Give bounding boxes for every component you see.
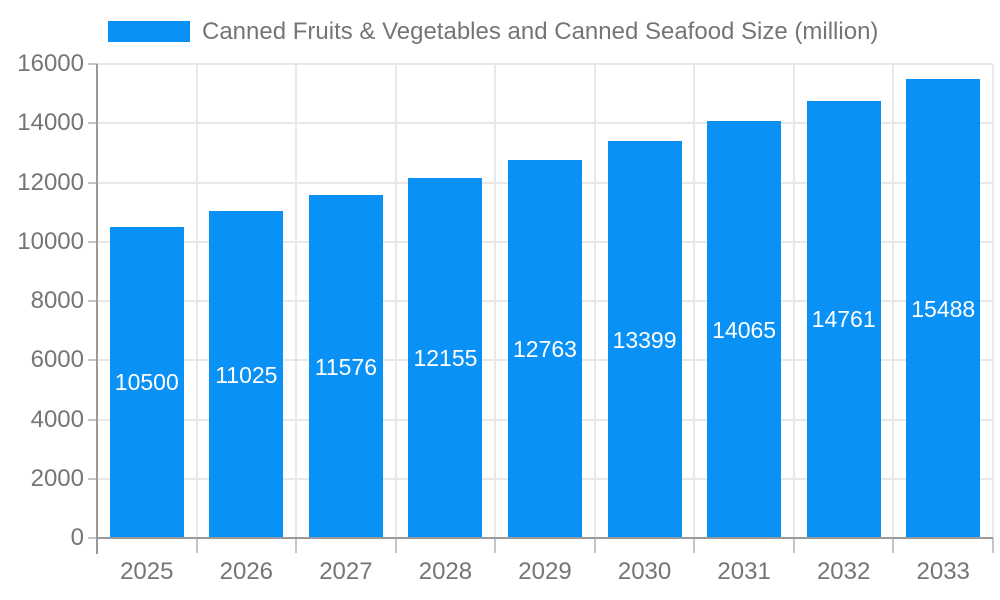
bar (209, 211, 284, 538)
bar-value-label: 14761 (811, 306, 876, 333)
x-axis-tick (295, 538, 298, 553)
legend-swatch (108, 21, 190, 42)
bar-value-label: 15488 (911, 295, 976, 322)
x-gridline (992, 64, 994, 538)
y-axis-tick (88, 537, 97, 539)
x-axis-tick (494, 538, 497, 553)
x-axis-tick (792, 538, 795, 553)
y-gridline (97, 122, 993, 125)
bar-value-label: 11025 (215, 361, 278, 388)
x-axis-tick (693, 538, 696, 553)
bar-value-label: 10500 (114, 369, 179, 396)
y-gridline (97, 63, 993, 65)
x-tick-label: 2027 (319, 558, 373, 585)
y-axis-tick (88, 359, 97, 362)
legend: Canned Fruits & Vegetables and Canned Se… (108, 18, 879, 45)
x-gridline (295, 64, 298, 538)
x-tick-label: 2032 (816, 558, 871, 585)
x-gridline (195, 64, 198, 538)
y-tick-label: 10000 (17, 227, 84, 255)
bar-value-label: 14065 (712, 316, 777, 343)
legend-label: Canned Fruits & Vegetables and Canned Se… (202, 18, 879, 45)
x-tick-label: 2031 (717, 558, 771, 585)
x-axis-tick (892, 538, 895, 553)
bar (308, 195, 383, 538)
y-axis-tick (88, 122, 97, 125)
bar (707, 121, 782, 538)
x-axis-tick (195, 538, 198, 553)
x-gridline (494, 64, 497, 538)
bar (109, 226, 184, 538)
bar-value-label: 12155 (413, 344, 478, 371)
y-tick-label: 0 (70, 524, 84, 551)
bar-value-label: 11576 (314, 353, 377, 380)
y-tick-label: 2000 (30, 464, 84, 492)
y-axis-tick (88, 63, 97, 65)
y-tick-label: 12000 (17, 168, 84, 196)
plot-area: 10500 11025 11576 12155 12763 13399 14065 14761… (97, 63, 994, 538)
bar (806, 100, 881, 538)
x-gridline (593, 64, 596, 538)
bar (508, 159, 582, 538)
x-axis-tick (593, 538, 596, 553)
x-tick-label: 2026 (219, 558, 274, 585)
x-axis-line (97, 537, 993, 539)
y-axis-tick (88, 181, 97, 184)
bar-value-label: 12763 (513, 335, 577, 362)
x-gridline (394, 64, 397, 538)
bar (906, 79, 981, 538)
y-tick-label: 16000 (17, 50, 84, 77)
y-axis-tick (88, 477, 97, 480)
y-tick-label: 14000 (17, 109, 84, 137)
x-axis-tick (992, 538, 994, 553)
bar (607, 141, 682, 538)
x-gridline (892, 64, 895, 538)
x-gridline (792, 64, 795, 538)
x-axis-tick (394, 538, 397, 553)
x-tick-label: 2029 (518, 558, 572, 585)
x-tick-label: 2033 (916, 558, 970, 585)
y-tick-label: 6000 (30, 346, 84, 374)
y-axis-line (96, 64, 98, 554)
x-tick-label: 2028 (418, 558, 473, 585)
y-axis-tick (88, 240, 97, 243)
y-tick-label: 8000 (30, 287, 84, 314)
bar (408, 177, 483, 538)
x-tick-label: 2025 (120, 558, 174, 585)
y-axis-tick (88, 418, 97, 421)
y-axis-tick (88, 300, 97, 302)
x-gridline (693, 64, 696, 538)
y-tick-label: 4000 (30, 405, 84, 433)
bar-value-label: 13399 (612, 326, 677, 353)
x-tick-label: 2030 (617, 558, 672, 585)
